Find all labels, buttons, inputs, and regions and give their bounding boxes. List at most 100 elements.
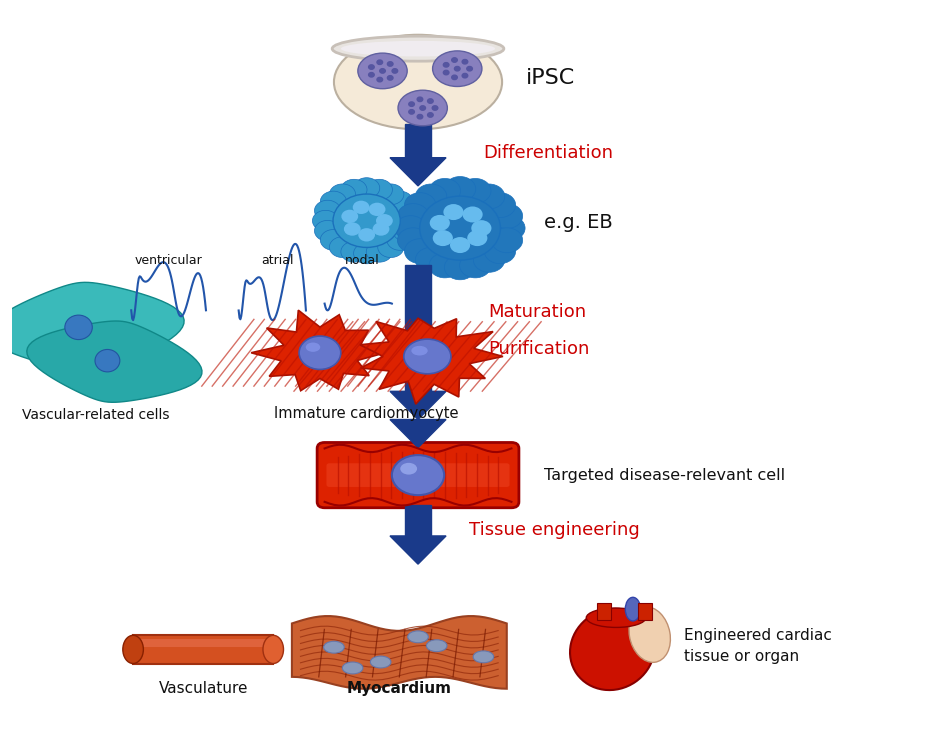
Circle shape: [397, 203, 428, 229]
Bar: [405, 266, 431, 392]
Circle shape: [395, 216, 427, 241]
Text: Maturation: Maturation: [488, 303, 586, 321]
Ellipse shape: [65, 315, 92, 340]
Circle shape: [369, 64, 374, 69]
Circle shape: [417, 97, 423, 101]
Circle shape: [460, 178, 491, 203]
Circle shape: [429, 178, 461, 203]
Text: atrial: atrial: [261, 254, 294, 268]
Circle shape: [314, 220, 341, 242]
Circle shape: [408, 110, 414, 114]
Circle shape: [377, 60, 383, 64]
Circle shape: [432, 106, 438, 110]
Circle shape: [484, 193, 516, 217]
Circle shape: [451, 75, 457, 80]
Polygon shape: [390, 536, 446, 564]
Circle shape: [429, 253, 461, 278]
Circle shape: [314, 200, 341, 221]
Circle shape: [397, 228, 428, 253]
Circle shape: [405, 193, 436, 217]
Circle shape: [408, 102, 414, 106]
Bar: [637, 603, 652, 620]
Ellipse shape: [570, 609, 655, 690]
Ellipse shape: [342, 662, 363, 674]
Text: nodal: nodal: [345, 254, 379, 268]
Ellipse shape: [629, 607, 671, 662]
Circle shape: [429, 215, 450, 231]
Circle shape: [491, 228, 523, 253]
Circle shape: [378, 237, 404, 257]
Ellipse shape: [341, 41, 495, 56]
Circle shape: [369, 202, 386, 216]
Ellipse shape: [334, 34, 503, 129]
Circle shape: [341, 242, 367, 262]
FancyBboxPatch shape: [317, 442, 519, 508]
Circle shape: [387, 191, 413, 212]
Ellipse shape: [586, 608, 646, 628]
Circle shape: [494, 216, 525, 241]
Circle shape: [353, 178, 380, 199]
Ellipse shape: [391, 455, 445, 495]
Circle shape: [420, 196, 501, 260]
Circle shape: [330, 237, 355, 257]
Ellipse shape: [95, 350, 120, 372]
Circle shape: [415, 184, 446, 209]
Circle shape: [378, 184, 404, 205]
Text: Vascular-related cells: Vascular-related cells: [22, 408, 169, 422]
Polygon shape: [390, 419, 446, 448]
Circle shape: [344, 222, 361, 236]
Text: iPSC: iPSC: [525, 68, 575, 88]
Text: Engineered cardiac
tissue or organ: Engineered cardiac tissue or organ: [684, 628, 832, 664]
Circle shape: [428, 99, 433, 104]
Circle shape: [473, 184, 504, 209]
Ellipse shape: [263, 635, 283, 664]
Text: Targeted disease-relevant cell: Targeted disease-relevant cell: [544, 468, 786, 483]
Circle shape: [444, 70, 449, 75]
Polygon shape: [251, 310, 386, 391]
Circle shape: [460, 253, 491, 278]
Circle shape: [392, 69, 398, 74]
Text: e.g. EB: e.g. EB: [544, 214, 613, 232]
Circle shape: [471, 220, 491, 236]
Circle shape: [467, 230, 487, 246]
Ellipse shape: [123, 635, 143, 664]
Ellipse shape: [408, 631, 428, 643]
Circle shape: [341, 179, 367, 200]
Ellipse shape: [411, 346, 428, 355]
Circle shape: [462, 59, 467, 64]
Ellipse shape: [427, 640, 447, 652]
Circle shape: [367, 242, 392, 262]
Ellipse shape: [370, 656, 391, 668]
Ellipse shape: [473, 651, 494, 663]
Polygon shape: [390, 392, 446, 419]
Polygon shape: [360, 318, 503, 404]
Circle shape: [445, 255, 476, 280]
Circle shape: [333, 194, 400, 248]
Circle shape: [376, 214, 392, 227]
Circle shape: [388, 76, 393, 80]
Circle shape: [377, 77, 383, 82]
Circle shape: [352, 201, 370, 214]
Bar: [138, 639, 269, 647]
Ellipse shape: [332, 36, 504, 62]
Circle shape: [341, 210, 358, 223]
Text: Immature cardiomyocyte: Immature cardiomyocyte: [275, 406, 459, 422]
Polygon shape: [390, 158, 446, 186]
Polygon shape: [27, 321, 202, 402]
Ellipse shape: [358, 53, 408, 88]
Circle shape: [484, 238, 516, 264]
Bar: [133, 635, 274, 664]
Text: Purification: Purification: [488, 340, 589, 358]
Bar: [598, 603, 612, 620]
Circle shape: [473, 248, 504, 272]
Ellipse shape: [306, 343, 320, 352]
Circle shape: [358, 228, 375, 242]
Circle shape: [313, 210, 338, 231]
Circle shape: [405, 238, 436, 264]
Ellipse shape: [432, 51, 482, 86]
Ellipse shape: [625, 597, 640, 621]
Circle shape: [392, 200, 419, 221]
FancyBboxPatch shape: [327, 464, 509, 487]
Text: ventricular: ventricular: [135, 254, 202, 268]
Polygon shape: [292, 616, 506, 689]
